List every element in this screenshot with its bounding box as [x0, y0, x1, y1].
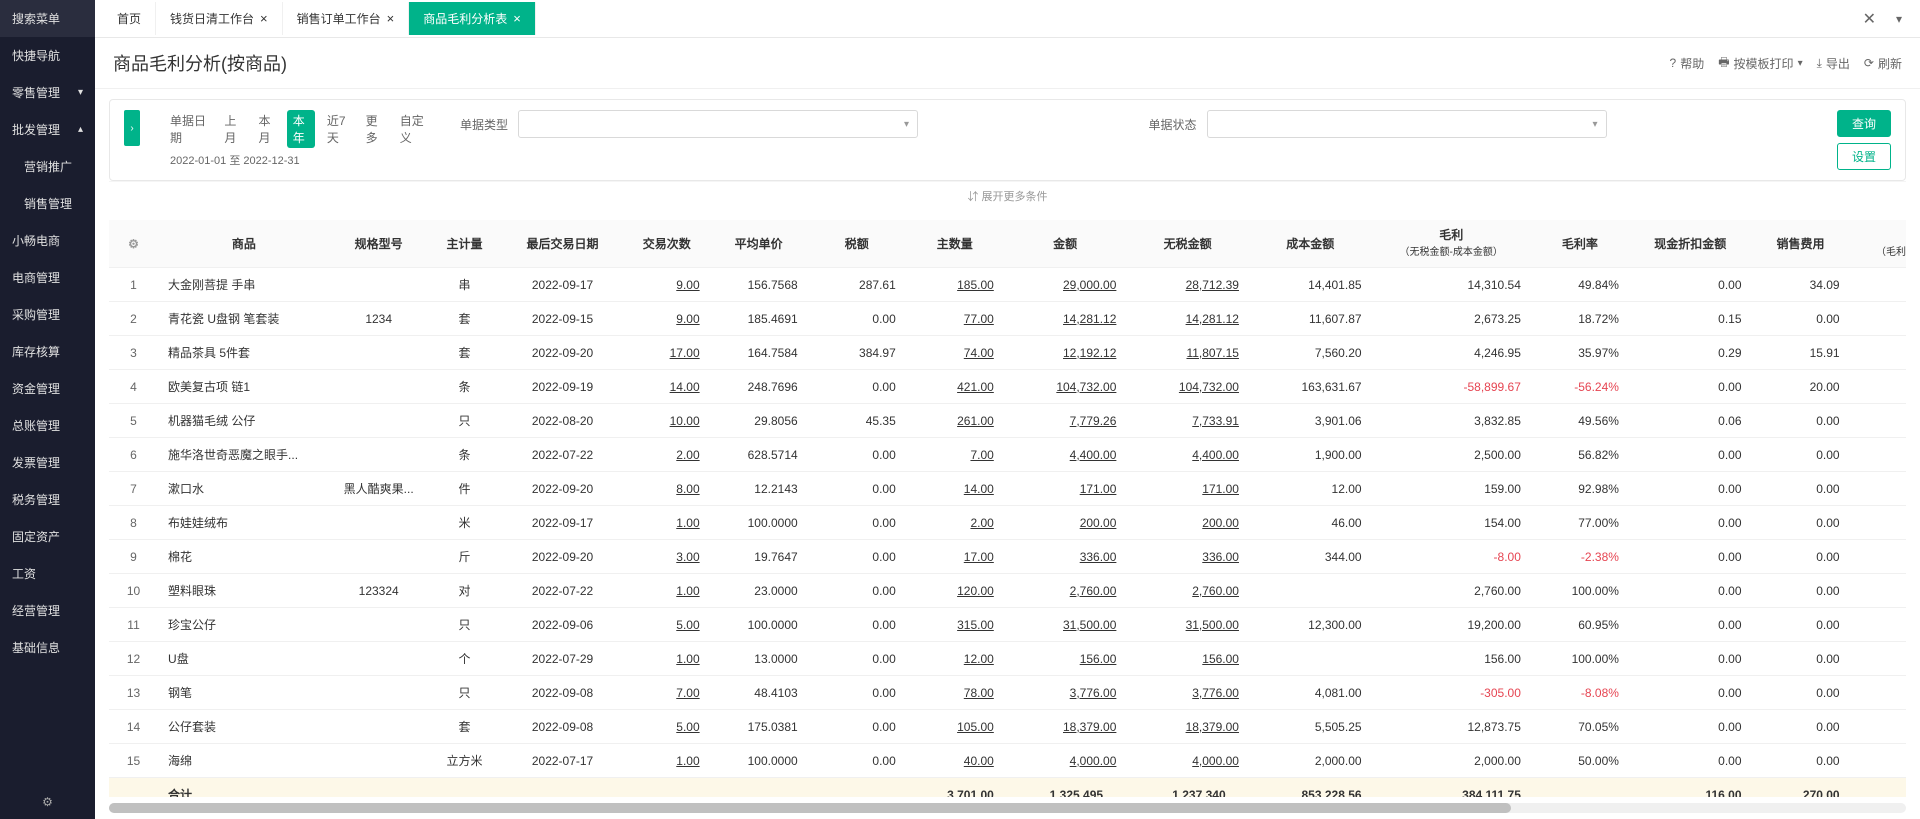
- sidebar-item-11[interactable]: 总账管理: [0, 407, 95, 444]
- sidebar-item-6[interactable]: 小畅电商: [0, 222, 95, 259]
- sidebar-item-5[interactable]: 销售管理: [0, 185, 95, 222]
- tabbar: 首页钱货日清工作台×销售订单工作台×商品毛利分析表× ✕ ▾: [95, 0, 1920, 38]
- table-row[interactable]: 1大金刚菩提 手串串2022-09-179.00156.7568287.6118…: [109, 268, 1906, 302]
- date-opt-4[interactable]: 更多: [360, 110, 388, 148]
- refresh-button[interactable]: ⟳刷新: [1864, 55, 1902, 72]
- table-row[interactable]: 14公仔套装套2022-09-085.00175.03810.00105.001…: [109, 710, 1906, 744]
- col-fee: 销售费用: [1752, 220, 1850, 268]
- query-button[interactable]: 查询: [1837, 110, 1891, 137]
- tab-2[interactable]: 销售订单工作台×: [283, 2, 410, 35]
- col-net: 净利润（毛利-现金折扣-销售费: [1850, 220, 1906, 268]
- sidebar-item-4[interactable]: 营销推广: [0, 148, 95, 185]
- tab-dropdown-icon[interactable]: ▾: [1886, 12, 1912, 26]
- col-last_date: 最后交易日期: [501, 220, 624, 268]
- date-opt-2[interactable]: 本年: [287, 110, 315, 148]
- sidebar-item-16[interactable]: 经营管理: [0, 592, 95, 629]
- close-tab-button[interactable]: ✕: [1853, 9, 1886, 29]
- col-profit: 毛利（无税金额-成本金额）: [1372, 220, 1531, 268]
- col-trades: 交易次数: [624, 220, 710, 268]
- table-row[interactable]: 13钢笔只2022-09-087.0048.41030.0078.003,776…: [109, 676, 1906, 710]
- horizontal-scrollbar[interactable]: [109, 803, 1906, 813]
- sidebar-item-12[interactable]: 发票管理: [0, 444, 95, 481]
- sidebar-item-7[interactable]: 电商管理: [0, 259, 95, 296]
- sidebar-item-9[interactable]: 库存核算: [0, 333, 95, 370]
- table-row[interactable]: 15海绵立方米2022-07-171.00100.00000.0040.004,…: [109, 744, 1906, 778]
- date-opt-1[interactable]: 本月: [253, 110, 281, 148]
- print-button[interactable]: 🖶按模板打印▾: [1718, 53, 1802, 74]
- sidebar-item-13[interactable]: 税务管理: [0, 481, 95, 518]
- tab-1[interactable]: 钱货日清工作台×: [156, 2, 283, 35]
- status-label: 单据状态: [1149, 116, 1197, 133]
- type-label: 单据类型: [460, 116, 508, 133]
- col-cost: 成本金额: [1249, 220, 1372, 268]
- col-avg_price: 平均单价: [710, 220, 808, 268]
- tab-3[interactable]: 商品毛利分析表×: [409, 2, 536, 35]
- date-opt-5[interactable]: 自定义: [394, 110, 430, 148]
- settings-icon[interactable]: ⚙: [0, 785, 95, 819]
- col-product: 商品: [158, 220, 330, 268]
- settings-button[interactable]: 设置: [1837, 143, 1891, 170]
- page-title: 商品毛利分析(按商品): [113, 50, 287, 76]
- table-row[interactable]: 12U盘个2022-07-291.0013.00000.0012.00156.0…: [109, 642, 1906, 676]
- type-select[interactable]: ▾: [518, 110, 918, 138]
- sidebar-item-14[interactable]: 固定资产: [0, 518, 95, 555]
- table-row[interactable]: 10塑料眼珠123324对2022-07-221.0023.00000.0012…: [109, 574, 1906, 608]
- sidebar-item-8[interactable]: 采购管理: [0, 296, 95, 333]
- export-button[interactable]: ⤓导出: [1817, 55, 1850, 72]
- table-row[interactable]: 11珍宝公仔只2022-09-065.00100.00000.00315.003…: [109, 608, 1906, 642]
- table-row[interactable]: 3精品茶具 5件套套2022-09-2017.00164.7584384.977…: [109, 336, 1906, 370]
- col-spec: 规格型号: [330, 220, 428, 268]
- table-row[interactable]: 5机器猫毛绒 公仔只2022-08-2010.0029.805645.35261…: [109, 404, 1906, 438]
- status-select[interactable]: ▾: [1207, 110, 1607, 138]
- sidebar-item-2[interactable]: 零售管理▾: [0, 74, 95, 111]
- table-row[interactable]: 2青花瓷 U盘钢 笔套装1234套2022-09-159.00185.46910…: [109, 302, 1906, 336]
- sidebar-item-3[interactable]: 批发管理▴: [0, 111, 95, 148]
- date-opt-0[interactable]: 上月: [218, 110, 246, 148]
- col-untaxed: 无税金额: [1126, 220, 1249, 268]
- page-header: 商品毛利分析(按商品) ?帮助 🖶按模板打印▾ ⤓导出 ⟳刷新: [95, 38, 1920, 89]
- table-row[interactable]: 6施华洛世奇恶魔之眼手...条2022-07-222.00628.57140.0…: [109, 438, 1906, 472]
- col-margin: 毛利率: [1531, 220, 1629, 268]
- date-label: 单据日期: [170, 112, 208, 146]
- sidebar: 搜索菜单快捷导航零售管理▾批发管理▴营销推广销售管理小畅电商电商管理采购管理库存…: [0, 0, 95, 819]
- profit-table: ⚙商品规格型号主计量最后交易日期交易次数平均单价税额主数量金额无税金额成本金额毛…: [109, 220, 1906, 797]
- table-row[interactable]: 7漱口水黑人酷爽果...件2022-09-208.0012.21430.0014…: [109, 472, 1906, 506]
- sidebar-item-1[interactable]: 快捷导航: [0, 37, 95, 74]
- collapse-filter-icon[interactable]: ›: [124, 110, 140, 146]
- col-amount: 金额: [1004, 220, 1127, 268]
- table-row[interactable]: 9棉花斤2022-09-203.0019.76470.0017.00336.00…: [109, 540, 1906, 574]
- filter-bar: › 单据日期 上月本月本年近7天更多自定义 2022-01-01 至 2022-…: [109, 99, 1906, 181]
- date-range: 2022-01-01 至 2022-12-31: [170, 152, 430, 168]
- sidebar-item-17[interactable]: 基础信息: [0, 629, 95, 666]
- expand-filters-button[interactable]: ⇵ 展开更多条件: [109, 181, 1906, 210]
- tab-0[interactable]: 首页: [103, 2, 156, 35]
- col-gear: ⚙: [109, 220, 158, 268]
- sidebar-item-0[interactable]: 搜索菜单: [0, 0, 95, 37]
- main: 首页钱货日清工作台×销售订单工作台×商品毛利分析表× ✕ ▾ 商品毛利分析(按商…: [95, 0, 1920, 819]
- help-button[interactable]: ?帮助: [1670, 55, 1705, 72]
- sidebar-item-10[interactable]: 资金管理: [0, 370, 95, 407]
- col-qty: 主数量: [906, 220, 1004, 268]
- col-unit: 主计量: [428, 220, 502, 268]
- col-discount: 现金折扣金额: [1629, 220, 1752, 268]
- table-row[interactable]: 8布娃娃绒布米2022-09-171.00100.00000.002.00200…: [109, 506, 1906, 540]
- table-wrapper[interactable]: ⚙商品规格型号主计量最后交易日期交易次数平均单价税额主数量金额无税金额成本金额毛…: [109, 220, 1906, 797]
- date-opt-3[interactable]: 近7天: [321, 110, 354, 148]
- col-tax: 税额: [808, 220, 906, 268]
- sidebar-item-15[interactable]: 工资: [0, 555, 95, 592]
- table-row[interactable]: 4欧美复古项 链1条2022-09-1914.00248.76960.00421…: [109, 370, 1906, 404]
